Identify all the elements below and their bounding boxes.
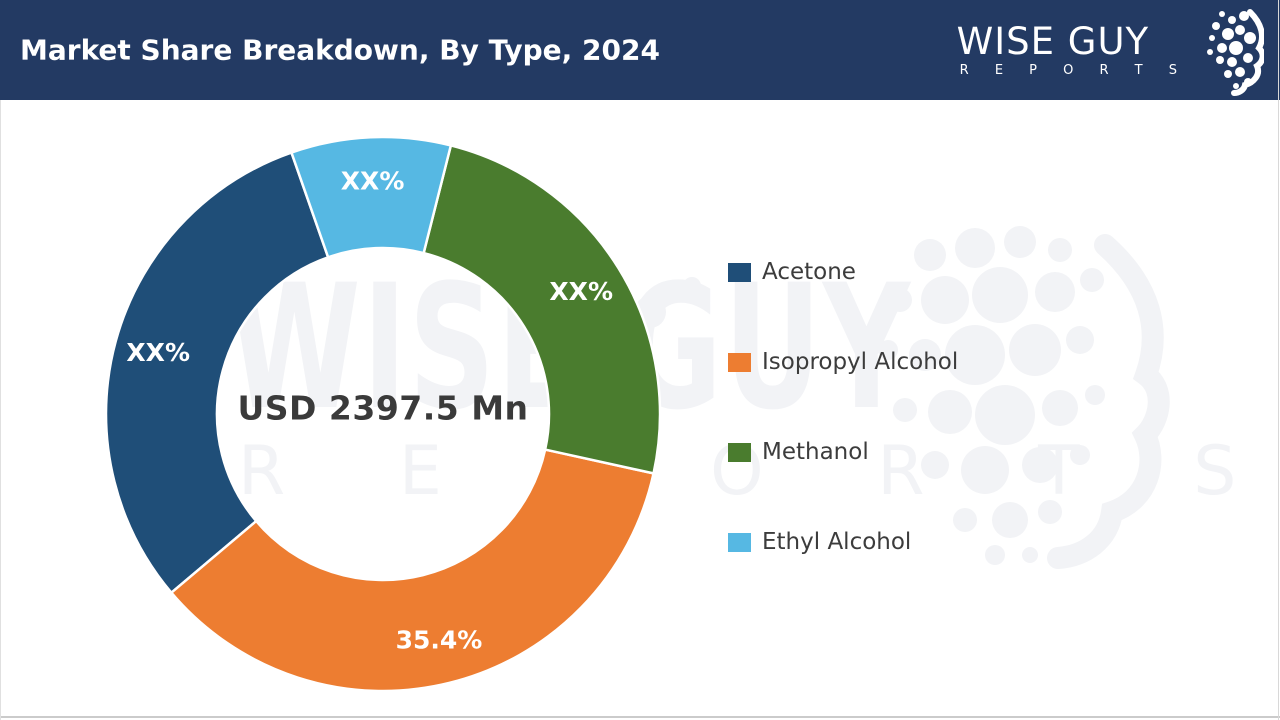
donut-segment-label-acetone: XX% bbox=[126, 338, 190, 367]
legend-item-acetone: Acetone bbox=[728, 259, 856, 285]
header-bar: Market Share Breakdown, By Type, 2024 WI… bbox=[0, 0, 1280, 100]
donut-segment-isopropyl-alcohol bbox=[170, 448, 655, 693]
donut-segment-label-ethyl-alcohol: XX% bbox=[341, 167, 405, 196]
donut-segment-ethyl-alcohol bbox=[290, 135, 453, 259]
legend-item-isopropyl-alcohol: Isopropyl Alcohol bbox=[728, 349, 958, 375]
donut-segment-acetone bbox=[104, 151, 330, 594]
legend-item-label: Isopropyl Alcohol bbox=[762, 349, 959, 375]
donut-center-value: USD 2397.5 Mn bbox=[237, 388, 529, 428]
bottom-border-line bbox=[0, 716, 1280, 718]
logo-wordmark-line2: R E P O R T S bbox=[959, 63, 1188, 78]
legend-swatch-acetone bbox=[728, 262, 751, 282]
brand-logo: WISE GUY R E P O R T S bbox=[957, 0, 1264, 100]
legend-item-ethyl-alcohol: Ethyl Alcohol bbox=[728, 529, 911, 555]
page-title: Market Share Breakdown, By Type, 2024 bbox=[20, 33, 660, 67]
legend-swatch-ethyl-alcohol bbox=[728, 532, 751, 552]
donut-segment-methanol bbox=[422, 144, 662, 475]
legend-item-label: Methanol bbox=[762, 439, 869, 465]
legend-item-methanol: Methanol bbox=[728, 439, 869, 465]
right-border-line bbox=[1278, 0, 1279, 720]
legend-item-label: Acetone bbox=[762, 259, 856, 285]
dotted-head-profile-icon bbox=[1207, 9, 1264, 96]
left-border-line bbox=[0, 100, 1, 720]
logo-wordmark-line1: WISE GUY bbox=[956, 20, 1150, 63]
chart-legend: Acetone Isopropyl Alcohol Methanol Ethyl Al… bbox=[728, 0, 1148, 720]
donut-segment-label-methanol: XX% bbox=[549, 277, 613, 306]
donut-segment-label-isopropyl-alcohol: 35.4% bbox=[396, 626, 483, 655]
legend-swatch-isopropyl-alcohol bbox=[728, 352, 751, 372]
logo-wordmark: WISE GUY R E P O R T S bbox=[957, 23, 1188, 77]
legend-swatch-methanol bbox=[728, 442, 751, 462]
legend-item-label: Ethyl Alcohol bbox=[762, 529, 912, 555]
